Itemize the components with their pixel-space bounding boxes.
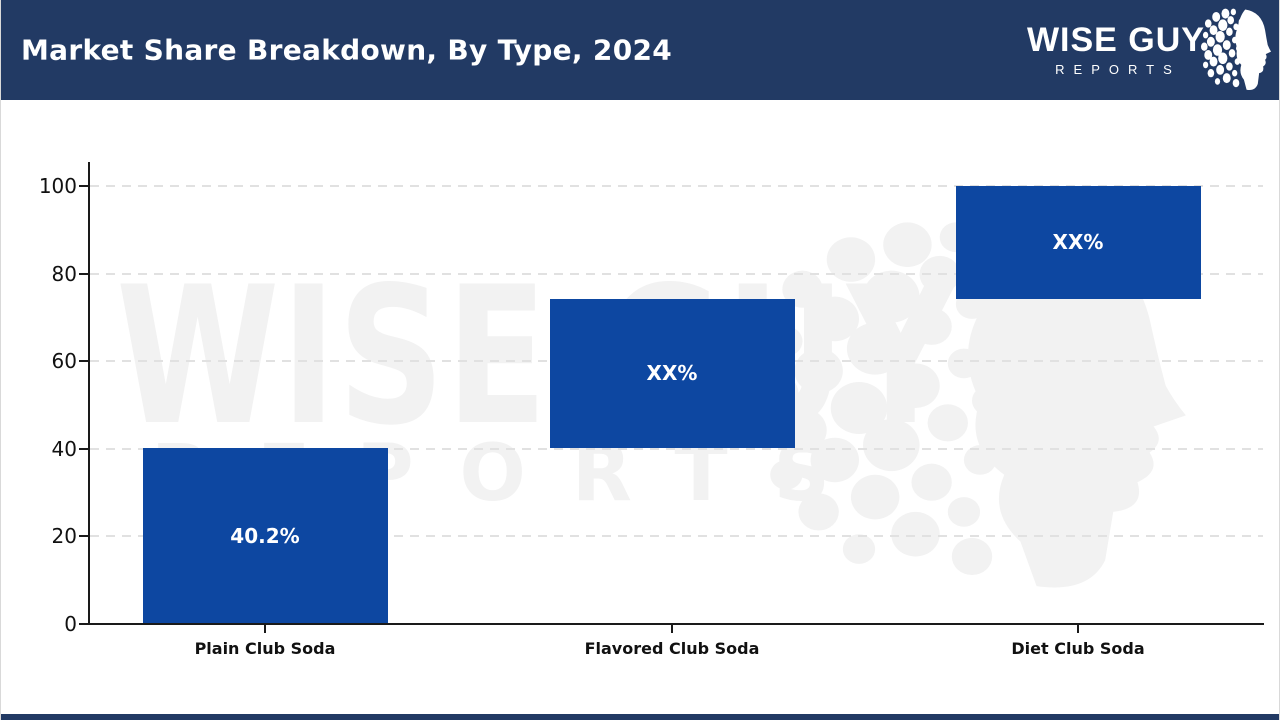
y-tick-mark: [79, 360, 89, 363]
x-tick-mark: [264, 625, 266, 633]
bar-layer: 40.2% XX% XX%: [1, 100, 1279, 714]
axis-label-layer: 0 20 40 60 80 100 Plain Club Soda Flavored Club…: [1, 100, 1279, 714]
y-tick-label: 20: [51, 524, 77, 549]
chart-area: WISE GUY REPORTS: [1, 100, 1279, 714]
gridline-20: [90, 535, 1263, 538]
y-tick-mark: [79, 535, 89, 538]
chart-title: Market Share Breakdown, By Type, 2024: [21, 33, 673, 67]
y-tick-mark: [79, 272, 89, 275]
bar-plain-club-soda: [142, 447, 388, 624]
logo-dotted-head-icon: [1200, 8, 1272, 90]
axis-layer: [1, 100, 1279, 714]
bar-value-label-flavored-club-soda: XX%: [646, 361, 698, 386]
y-tick-label: 40: [51, 436, 77, 461]
y-tick-mark: [79, 623, 89, 625]
logo-wordmark-line2: REPORTS: [1055, 62, 1181, 77]
y-tick-mark: [79, 447, 89, 450]
y-tick-label: 80: [51, 261, 77, 286]
gridline-40: [90, 447, 1263, 450]
bar-value-label-diet-club-soda: XX%: [1052, 230, 1104, 255]
x-category-label-diet-club-soda: Diet Club Soda: [1011, 639, 1145, 658]
footer-bar: [1, 714, 1279, 720]
bar-flavored-club-soda: [549, 298, 795, 448]
gridline-100: [90, 185, 1263, 187]
x-category-label-plain-club-soda: Plain Club Soda: [194, 639, 336, 658]
x-tick-mark: [671, 625, 673, 633]
y-tick-label: 100: [38, 174, 77, 198]
y-tick-label: 60: [51, 349, 77, 374]
bar-diet-club-soda: [955, 186, 1201, 299]
y-tick-label: 0: [64, 612, 77, 636]
y-axis-spine: [88, 162, 90, 625]
x-category-label-flavored-club-soda: Flavored Club Soda: [584, 639, 760, 658]
bar-value-label-plain-club-soda: 40.2%: [230, 523, 300, 548]
y-tick-mark: [79, 185, 89, 187]
x-axis-spine: [88, 623, 1264, 625]
logo-wordmark-line1: WISE GUY: [1026, 21, 1205, 59]
logo-wordmark: WISE GUY REPORTS: [1027, 23, 1205, 77]
x-tick-mark: [1077, 625, 1079, 633]
gridline-80: [90, 272, 1263, 275]
wiseguy-logo: WISE GUY REPORTS: [1027, 0, 1273, 100]
header-bar: Market Share Breakdown, By Type, 2024 WI…: [1, 0, 1279, 100]
